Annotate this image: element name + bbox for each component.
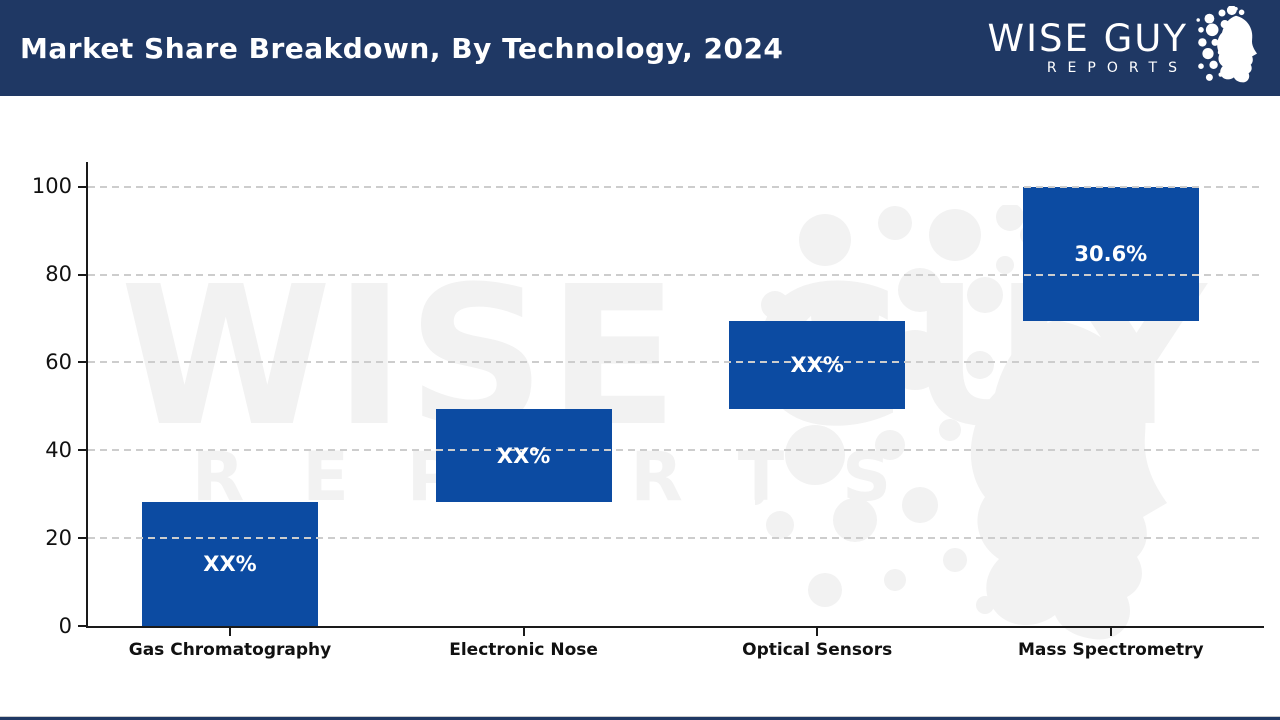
logo-text: WISE GUY REPORTS — [988, 20, 1188, 76]
y-axis-tick — [78, 625, 86, 627]
y-axis-tick — [78, 273, 86, 276]
category-label: Electronic Nose — [449, 640, 598, 660]
y-axis-tick — [78, 537, 86, 540]
gridline-20 — [88, 537, 1262, 540]
bar-value-label: XX% — [496, 443, 551, 468]
x-axis-tick — [1109, 628, 1112, 636]
wise-guy-logo: WISE GUY REPORTS — [988, 6, 1266, 90]
x-axis-tick — [229, 628, 231, 636]
header-bar: Market Share Breakdown, By Technology, 2… — [0, 0, 1280, 96]
x-axis-line — [86, 626, 1264, 628]
gridline-60 — [88, 361, 1262, 364]
y-tick-label: 40 — [45, 437, 72, 462]
footer-divider — [0, 716, 1280, 717]
chart-bar-4 — [1022, 186, 1199, 322]
y-axis-tick — [78, 185, 86, 188]
y-tick-label: 0 — [58, 613, 72, 638]
category-label: Optical Sensors — [742, 640, 893, 660]
bar-value-label: 30.6% — [1074, 241, 1148, 266]
wise-guy-face-icon — [1196, 6, 1257, 83]
x-axis-tick — [522, 628, 525, 636]
chart-bar-3 — [729, 321, 906, 410]
y-axis-line — [86, 162, 88, 628]
bar-value-label: XX% — [790, 353, 844, 378]
chart-bar-1 — [142, 501, 318, 626]
y-tick-label: 100 — [31, 174, 72, 199]
category-label: Gas Chromatography — [128, 640, 332, 660]
category-label: Mass Spectrometry — [1018, 640, 1204, 660]
x-axis-tick — [816, 628, 819, 636]
gridline-80 — [88, 273, 1262, 276]
y-tick-label: 60 — [45, 349, 72, 374]
y-tick-label: 80 — [45, 262, 72, 287]
footer-accent-bar — [0, 717, 1280, 720]
logo-reports-text: REPORTS — [1046, 60, 1188, 76]
y-axis-tick — [78, 449, 86, 452]
y-axis-tick — [78, 361, 86, 364]
gridline-40 — [88, 449, 1262, 452]
logo-wise-guy-text: WISE GUY — [987, 17, 1188, 60]
bar-value-label: XX% — [203, 551, 257, 576]
page-title: Market Share Breakdown, By Technology, 2… — [20, 31, 784, 65]
y-tick-label: 20 — [45, 525, 72, 550]
chart-bar-2 — [435, 409, 612, 502]
gridline-100 — [88, 185, 1262, 188]
